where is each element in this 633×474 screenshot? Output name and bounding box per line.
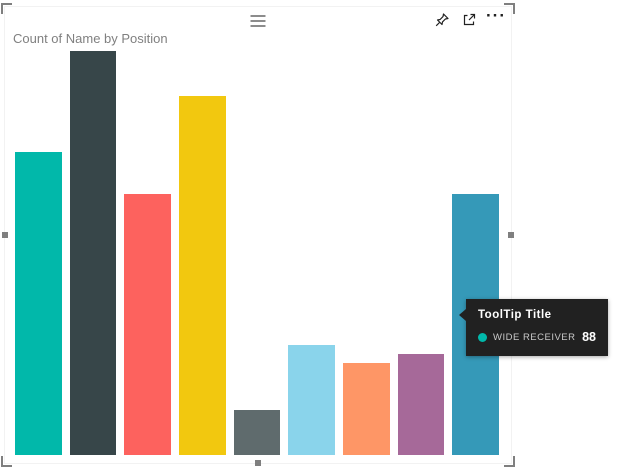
- selection-handle-bottom-right[interactable]: [504, 456, 515, 467]
- bar[interactable]: [288, 345, 336, 455]
- ellipsis-label: ···: [486, 6, 506, 25]
- tooltip-title: ToolTip Title: [478, 309, 552, 321]
- selection-handle-bottom-left[interactable]: [1, 456, 12, 467]
- bar[interactable]: [233, 410, 281, 455]
- visual-toolbar: ···: [433, 6, 506, 29]
- tooltip-category-label: WIDE RECEIVER: [493, 331, 576, 343]
- series-marker-icon: [478, 332, 487, 342]
- selection-handle-mid-bottom[interactable]: [255, 460, 261, 466]
- more-options-icon[interactable]: ···: [486, 6, 506, 29]
- focus-mode-icon[interactable]: [460, 11, 478, 29]
- drag-grip-icon[interactable]: [249, 13, 268, 29]
- chart-visual-container[interactable]: ··· Count of Name by Position: [1, 3, 515, 467]
- bar[interactable]: [397, 354, 445, 455]
- selection-handle-mid-right[interactable]: [508, 232, 514, 238]
- selection-handle-mid-left[interactable]: [2, 232, 8, 238]
- chart-title: Count of Name by Position: [13, 31, 168, 46]
- tooltip-row: WIDE RECEIVER 88: [478, 330, 596, 344]
- bar[interactable]: [343, 362, 390, 455]
- selection-handle-top-left[interactable]: [1, 3, 12, 14]
- bar[interactable]: [179, 95, 226, 455]
- bar[interactable]: [124, 193, 172, 455]
- tooltip: ToolTip Title WIDE RECEIVER 88: [459, 299, 608, 356]
- bar-series: [15, 51, 500, 455]
- tooltip-value: 88: [582, 330, 596, 344]
- selection-handle-top-right[interactable]: [504, 3, 515, 14]
- bar[interactable]: [15, 152, 62, 455]
- tooltip-arrow: [459, 309, 466, 321]
- bar[interactable]: [69, 51, 117, 455]
- pin-icon[interactable]: [433, 11, 451, 29]
